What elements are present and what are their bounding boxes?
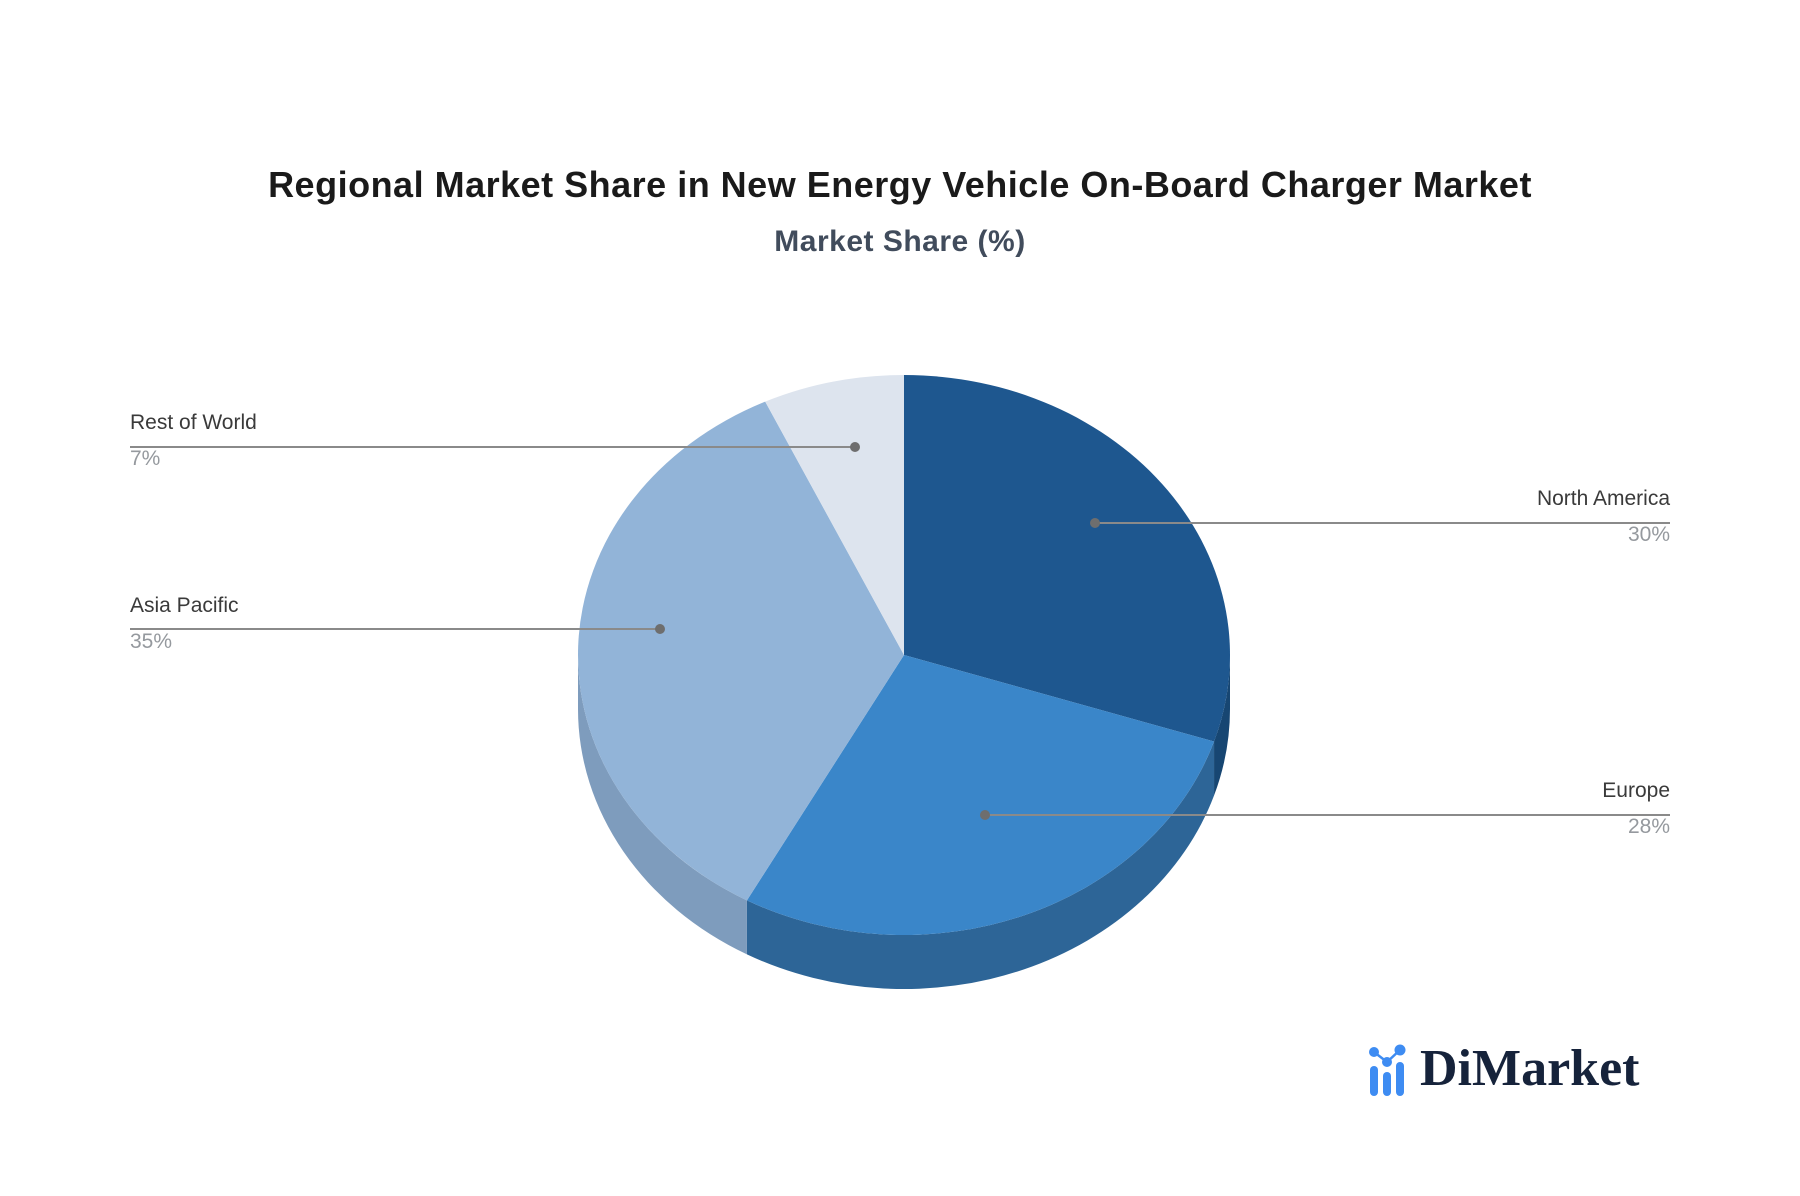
slice-label-north-america: North America <box>1536 487 1670 510</box>
leader-dot-asia-pacific <box>655 624 665 634</box>
pie-slice-rest-of-world <box>765 375 904 655</box>
slice-value-north-america: 30% <box>1627 523 1670 546</box>
slice-value-europe: 28% <box>1627 815 1670 838</box>
leader-dot-rest-of-world <box>850 442 860 452</box>
pie-side-asia-pacific <box>578 655 747 955</box>
callout-rest-of-world: Rest of World 7% <box>130 410 257 472</box>
pie-slice-asia-pacific <box>578 401 904 901</box>
callout-north-america: North America 30% <box>1537 486 1670 548</box>
pie-slice-europe <box>746 655 1215 936</box>
pie-side-north-america <box>1214 655 1230 796</box>
leader-dot-north-america <box>1090 518 1100 528</box>
slice-label-europe: Europe <box>1602 779 1670 802</box>
slice-value-asia-pacific: 35% <box>130 630 173 653</box>
leader-dot-europe <box>980 810 990 820</box>
slice-label-rest-of-world: Rest of World <box>130 411 257 434</box>
slice-value-rest-of-world: 7% <box>130 447 161 470</box>
brand-name: DiMarket <box>1420 1040 1640 1097</box>
pie-side-europe <box>746 741 1215 989</box>
pie-slice-north-america <box>904 375 1230 742</box>
callout-asia-pacific: Asia Pacific 35% <box>130 593 239 655</box>
page-title: Regional Market Share in New Energy Vehi… <box>268 164 1532 206</box>
callout-europe: Europe 28% <box>1602 778 1670 840</box>
page-subtitle: Market Share (%) <box>774 224 1026 258</box>
slice-label-asia-pacific: Asia Pacific <box>130 594 239 617</box>
bar-line-chart-icon <box>1369 1044 1406 1096</box>
brand-logo: DiMarket <box>1368 1040 1639 1098</box>
